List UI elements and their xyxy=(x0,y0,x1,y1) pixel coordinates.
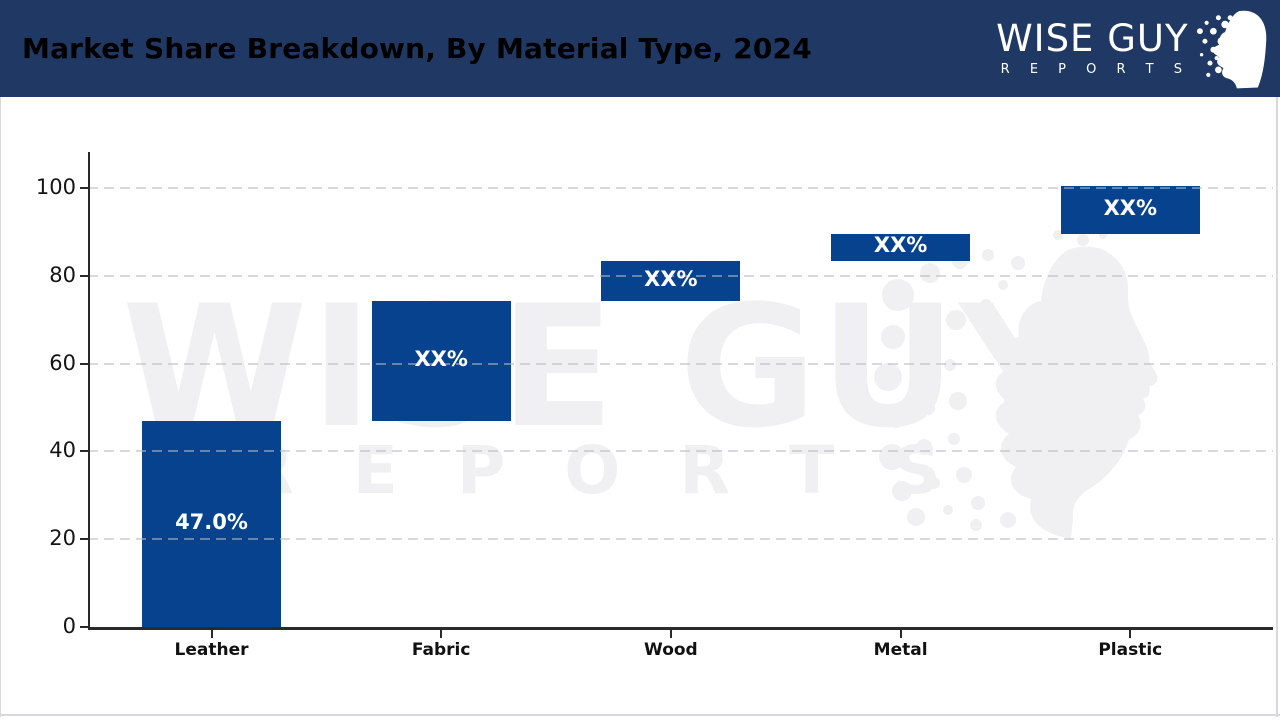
x-axis-line xyxy=(88,627,1273,630)
chart-title: Market Share Breakdown, By Material Type… xyxy=(22,32,812,65)
watermark-subtext: R E P O R T S xyxy=(243,432,959,509)
y-tick-label: 80 xyxy=(49,262,76,287)
bar-value-label: XX% xyxy=(644,266,698,291)
category-label-plastic: Plastic xyxy=(1098,640,1163,660)
bar-value-label: XX% xyxy=(1103,195,1158,220)
y-tick-mark xyxy=(80,626,88,628)
x-tick-mark xyxy=(1129,630,1132,638)
x-tick-mark xyxy=(899,630,902,638)
bar-metal xyxy=(831,233,971,261)
gridline-60 xyxy=(88,362,1273,365)
frame-border-left xyxy=(0,97,1,717)
x-tick-mark xyxy=(669,630,672,638)
y-tick-label: 60 xyxy=(49,350,76,375)
logo-subtext: R E P O R T S xyxy=(1000,61,1190,77)
y-tick-mark xyxy=(80,538,88,541)
y-tick-label: 0 xyxy=(62,614,76,638)
frame-border-right xyxy=(1276,97,1278,717)
y-tick-mark xyxy=(80,187,88,189)
gridline-80 xyxy=(88,274,1273,277)
wiseguy-head-icon xyxy=(1196,10,1267,89)
y-tick-mark xyxy=(80,274,88,277)
y-tick-label: 40 xyxy=(49,438,76,463)
frame-border-bottom xyxy=(0,714,1280,716)
bar-leather xyxy=(142,420,281,627)
bar-value-label: 47.0% xyxy=(175,509,248,534)
gridline-40 xyxy=(88,450,1273,453)
category-label-metal: Metal xyxy=(873,640,928,660)
y-tick-mark xyxy=(80,362,88,365)
logo-wordmark: WISE GUY xyxy=(996,17,1189,61)
bar-fabric xyxy=(371,300,511,421)
category-label-leather: Leather xyxy=(174,640,249,660)
category-label-wood: Wood xyxy=(644,640,698,660)
bar-wood xyxy=(601,260,741,301)
y-tick-label: 20 xyxy=(49,526,76,551)
watermark-head-icon xyxy=(874,230,1158,539)
wiseguy-logo: WISE GUY R E P O R T S xyxy=(995,6,1270,90)
bar-value-label: XX% xyxy=(873,233,928,258)
bar-plastic xyxy=(1060,185,1200,234)
bar-value-label: XX% xyxy=(414,346,468,371)
category-label-fabric: Fabric xyxy=(411,640,471,660)
gridline-20 xyxy=(88,538,1273,541)
header-bar: Market Share Breakdown, By Material Type… xyxy=(0,0,1280,97)
gridline-100 xyxy=(88,187,1273,189)
y-tick-label: 100 xyxy=(35,175,76,199)
chart-canvas: WISE GUY R E P O R T S 0 20 40 60 80 100 47.0%… xyxy=(0,97,1280,720)
y-tick-mark xyxy=(80,450,88,453)
wiseguy-logo-text: WISE GUY R E P O R T S xyxy=(995,17,1190,77)
x-tick-mark xyxy=(440,630,443,638)
y-axis-line xyxy=(88,152,90,630)
x-tick-mark xyxy=(210,630,213,638)
